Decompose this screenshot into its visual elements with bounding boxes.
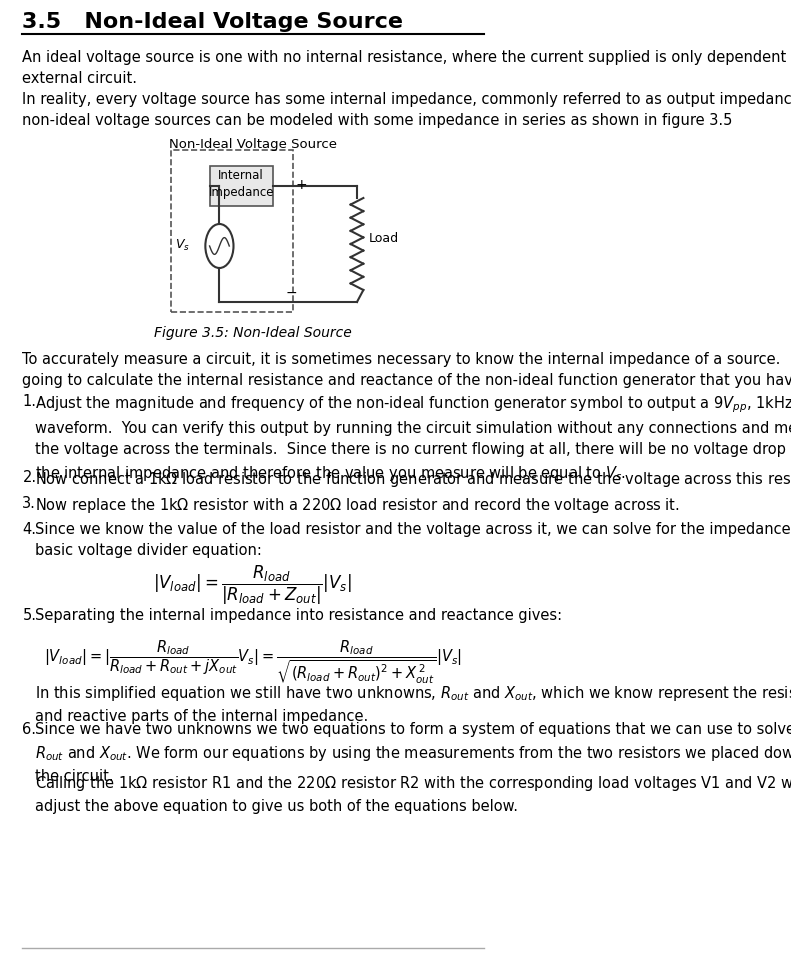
Text: In reality, every voltage source has some internal impedance, commonly referred : In reality, every voltage source has som…	[22, 92, 791, 128]
Text: 3.: 3.	[22, 496, 36, 511]
Text: To accurately measure a circuit, it is sometimes necessary to know the internal : To accurately measure a circuit, it is s…	[22, 352, 791, 388]
Text: Load: Load	[369, 232, 399, 246]
Text: Internal
Impedance: Internal Impedance	[208, 169, 274, 199]
Text: 6.: 6.	[22, 722, 36, 737]
Text: Since we have two unknowns we two equations to form a system of equations that w: Since we have two unknowns we two equati…	[35, 722, 791, 784]
Text: 5.: 5.	[22, 608, 36, 623]
Text: 4.: 4.	[22, 522, 36, 537]
Text: $|V_{load}| = |\dfrac{R_{load}}{R_{load}+R_{out}+jX_{out}}V_s| = \dfrac{R_{load}: $|V_{load}| = |\dfrac{R_{load}}{R_{load}…	[44, 638, 462, 685]
Text: In this simplified equation we still have two unknowns, $R_{out}$ and $X_{out}$,: In this simplified equation we still hav…	[35, 684, 791, 724]
Text: Non-Ideal Voltage Source: Non-Ideal Voltage Source	[168, 138, 337, 151]
Text: 2.: 2.	[22, 470, 36, 485]
Text: Figure 3.5: Non-Ideal Source: Figure 3.5: Non-Ideal Source	[153, 326, 351, 340]
Text: $V_s$: $V_s$	[176, 238, 190, 253]
Text: 3.5   Non-Ideal Voltage Source: 3.5 Non-Ideal Voltage Source	[22, 12, 403, 32]
Bar	[210, 166, 273, 206]
Text: Calling the 1k$\Omega$ resistor R1 and the 220$\Omega$ resistor R2 with the corr: Calling the 1k$\Omega$ resistor R1 and t…	[35, 774, 791, 814]
Text: Adjust the magnitude and frequency of the non-ideal function generator symbol to: Adjust the magnitude and frequency of th…	[35, 394, 791, 483]
Text: Now replace the 1k$\Omega$ resistor with a 220$\Omega$ load resistor and record : Now replace the 1k$\Omega$ resistor with…	[35, 496, 680, 515]
Text: 1.: 1.	[22, 394, 36, 409]
Text: −: −	[286, 286, 297, 300]
Text: $|V_{load}| = \dfrac{R_{load}}{|R_{load}+Z_{out}|}|V_s|$: $|V_{load}| = \dfrac{R_{load}}{|R_{load}…	[153, 564, 352, 608]
Text: Separating the internal impedance into resistance and reactance gives:: Separating the internal impedance into r…	[35, 608, 562, 623]
Bar	[172, 150, 293, 312]
Text: +: +	[296, 178, 307, 192]
Text: An ideal voltage source is one with no internal resistance, where the current su: An ideal voltage source is one with no i…	[22, 50, 791, 86]
Text: Now connect a 1k$\Omega$ load resistor to the function generator and measure the: Now connect a 1k$\Omega$ load resistor t…	[35, 470, 791, 489]
Text: Since we know the value of the load resistor and the voltage across it, we can s: Since we know the value of the load resi…	[35, 522, 791, 558]
